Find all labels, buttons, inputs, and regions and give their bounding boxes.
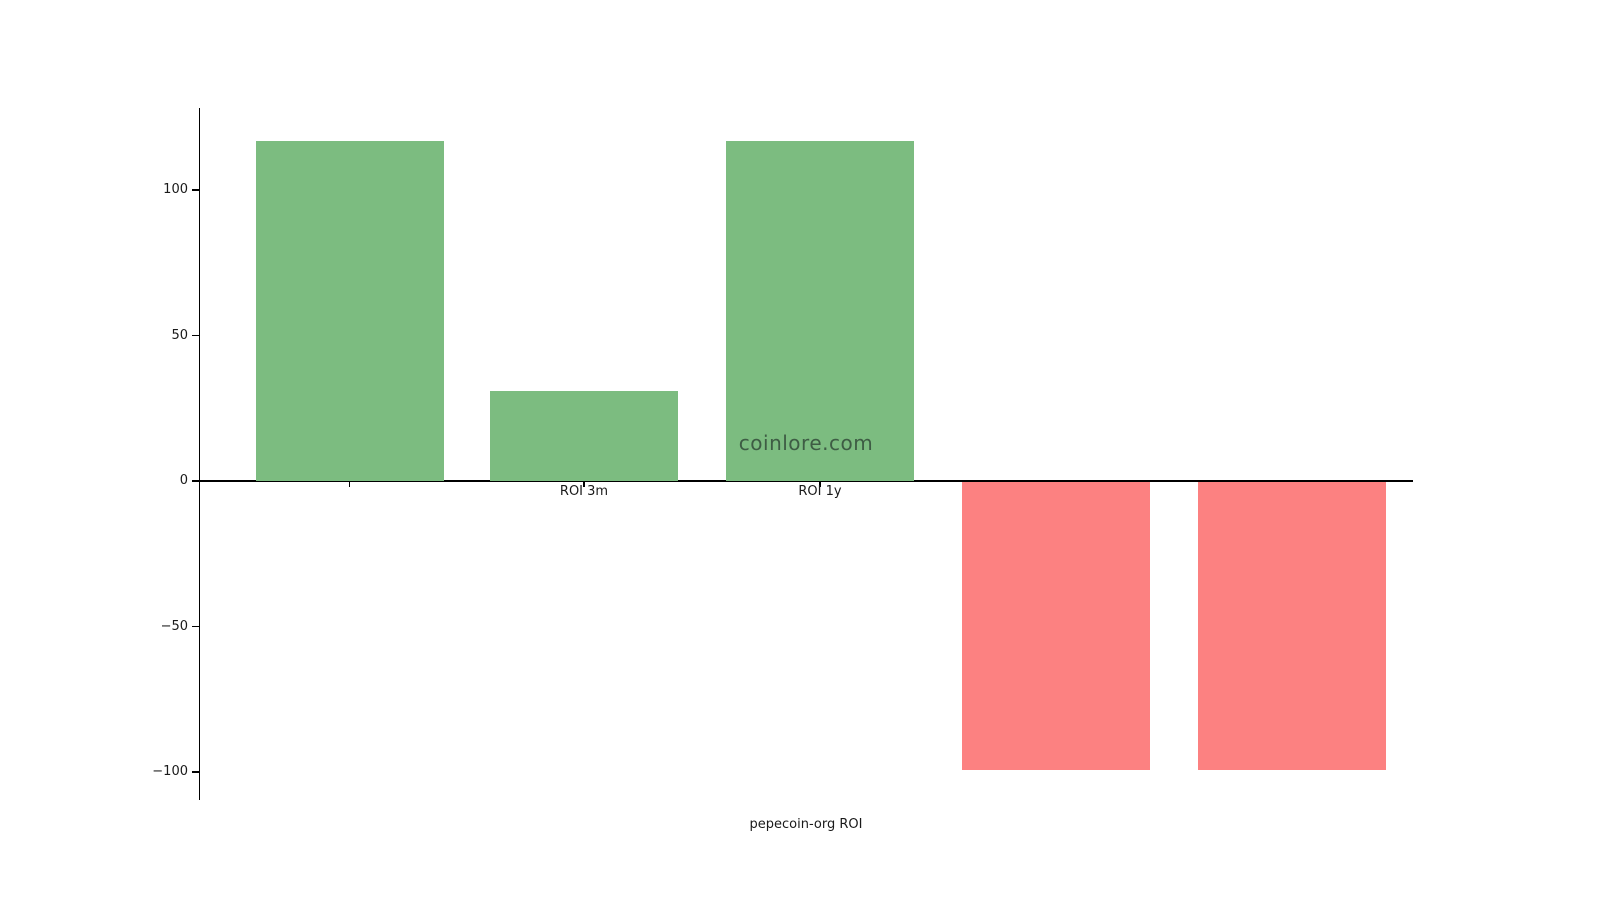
bar-4: [1197, 482, 1386, 771]
bar-0: [255, 140, 444, 481]
y-tick-−100: [192, 771, 199, 773]
y-tick-label: 50: [171, 327, 188, 343]
x-tick-label: ROI 1y: [798, 484, 842, 499]
x-tick-0: [348, 481, 351, 487]
bar-2: [726, 140, 914, 481]
y-tick-label: −50: [160, 618, 188, 634]
y-tick-label: 100: [163, 182, 188, 197]
y-tick-−50: [192, 625, 199, 628]
y-tick-50: [192, 334, 199, 337]
y-tick-100: [192, 189, 199, 191]
x-tick-2: [819, 481, 821, 487]
watermark: coinlore.com: [738, 431, 874, 455]
x-tick-1: [583, 481, 585, 487]
x-axis-line: [199, 480, 1413, 482]
y-tick-label: 0: [179, 473, 188, 488]
y-tick-0: [192, 480, 199, 482]
y-tick-label: −100: [152, 764, 188, 779]
x-tick-label: ROI 3m: [559, 484, 609, 499]
bar-1: [490, 390, 678, 481]
bar-3: [961, 482, 1150, 771]
y-axis-line: [198, 108, 200, 800]
chart-title: pepecoin-org ROI: [749, 817, 863, 832]
